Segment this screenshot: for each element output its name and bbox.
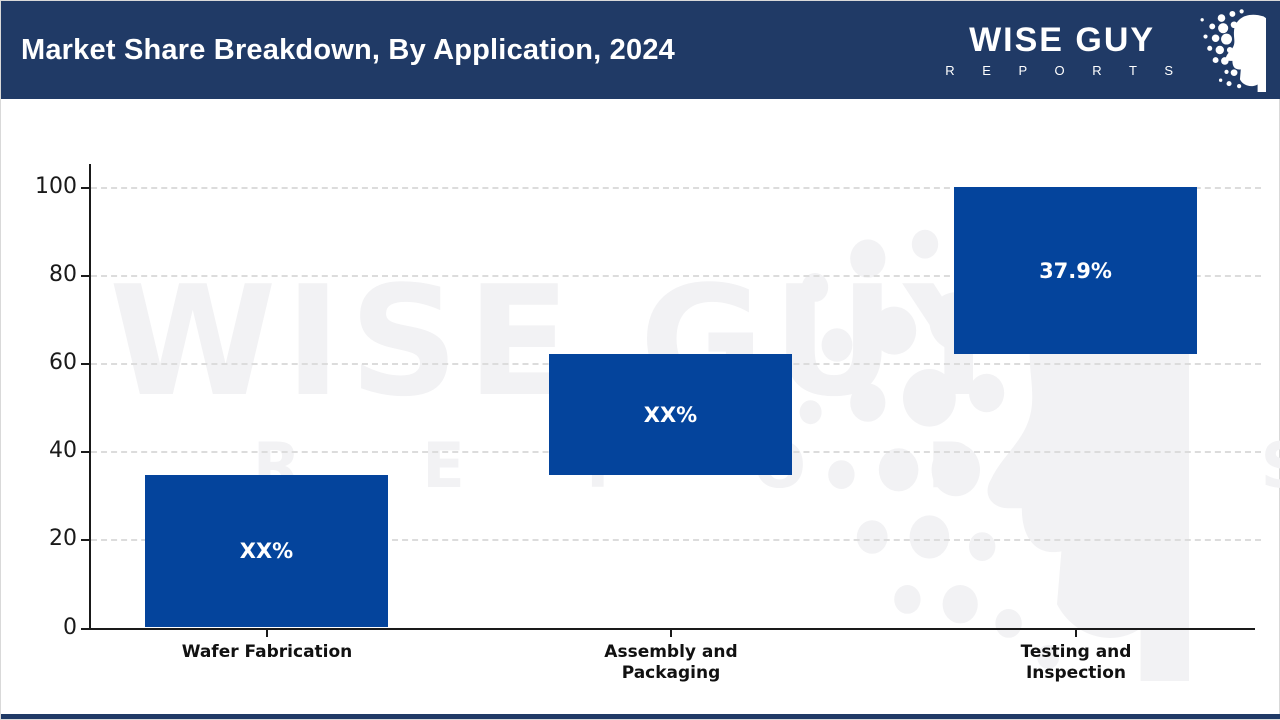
ytick-label-60: 60 — [49, 350, 77, 375]
ytick-mark-0 — [81, 628, 89, 630]
category-label-wafer-fabrication: Wafer Fabrication — [181, 642, 353, 662]
brand-logo: WISE GUY R E P O R T S — [939, 8, 1267, 92]
gridline-100 — [91, 187, 1261, 189]
ytick-mark-80 — [81, 275, 89, 277]
bar-testing-inspection: 37.9% — [954, 187, 1197, 354]
ytick-label-100: 100 — [35, 174, 77, 199]
brand-logo-text: WISE GUY R E P O R T S — [939, 23, 1185, 78]
bar-value-label: XX% — [643, 402, 698, 427]
ytick-mark-100 — [81, 187, 89, 189]
bar-value-label: XX% — [239, 539, 294, 563]
bar-wafer-fabrication: XX% — [145, 475, 388, 627]
ytick-label-80: 80 — [49, 262, 77, 287]
gridline-20 — [91, 539, 1261, 541]
xtick-mark-2 — [670, 630, 672, 637]
page-title: Market Share Breakdown, By Application, … — [21, 33, 675, 66]
bar-assembly-packaging: XX% — [549, 354, 792, 475]
gridline-80 — [91, 275, 1261, 277]
category-label-assembly-packaging: Assembly and Packaging — [604, 642, 738, 684]
ytick-mark-20 — [81, 539, 89, 541]
ytick-label-40: 40 — [49, 438, 77, 463]
face-dots-icon — [1200, 9, 1266, 92]
xtick-mark-1 — [266, 630, 268, 637]
category-label-testing-inspection: Testing and Inspection — [1020, 642, 1132, 684]
brand-name: WISE GUY — [969, 20, 1156, 59]
x-axis-spine — [89, 628, 1255, 630]
ytick-mark-40 — [81, 451, 89, 453]
y-axis-spine — [89, 164, 91, 630]
xtick-mark-3 — [1075, 630, 1077, 637]
footer-bar — [1, 714, 1280, 719]
chart-plot-area: XX% XX% 37.9% 100 80 60 40 20 0 Wafer Fa… — [1, 99, 1280, 716]
ytick-label-0: 0 — [63, 615, 77, 640]
brand-subtitle: R E P O R T S — [945, 62, 1185, 78]
ytick-label-20: 20 — [49, 526, 77, 551]
bar-value-label: 37.9% — [1039, 258, 1112, 283]
ytick-mark-60 — [81, 363, 89, 365]
header-bar: Market Share Breakdown, By Application, … — [1, 1, 1280, 99]
